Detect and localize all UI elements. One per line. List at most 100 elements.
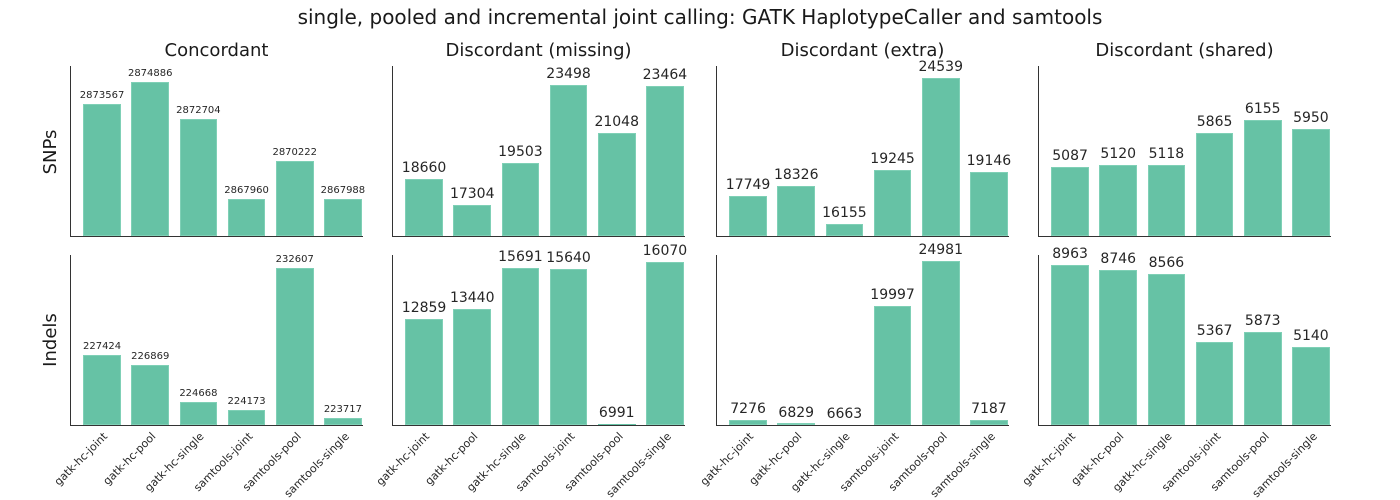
panel-snps-discordant-shared: 5087 5120 5118 5865 6155 5950 <box>1038 66 1331 237</box>
bar-gatk-hc-pool <box>453 308 492 425</box>
bar-value-label: 232607 <box>275 253 314 265</box>
bar-gatk-hc-single <box>179 401 218 425</box>
bar-value-label: 5118 <box>1148 146 1185 163</box>
bar-value-label: 18660 <box>401 159 447 176</box>
row-label-snps: SNPs <box>40 129 61 175</box>
x-axis <box>70 425 363 426</box>
bar-samtools-joint <box>1195 132 1234 236</box>
bar-gatk-hc-pool <box>777 186 816 236</box>
bar-value-label: 5087 <box>1052 147 1088 164</box>
bar-value-label: 13440 <box>449 289 495 306</box>
bar-samtools-single <box>646 86 684 236</box>
column-title-discordant-missing: Discordant (missing) <box>445 40 632 61</box>
bar-gatk-hc-joint <box>729 419 767 425</box>
bar-value-label: 18326 <box>773 167 819 184</box>
bar-gatk-hc-single <box>179 118 218 236</box>
bar-value-label: 23498 <box>546 66 591 83</box>
y-axis <box>70 66 71 237</box>
bar-value-label: 16155 <box>822 204 867 221</box>
y-axis <box>392 255 393 426</box>
y-axis <box>716 255 717 426</box>
bar-value-label: 19245 <box>870 151 915 168</box>
bar-value-label: 6155 <box>1244 101 1281 118</box>
bar-gatk-hc-single <box>1147 165 1186 236</box>
bar-value-label: 23464 <box>642 67 688 84</box>
bar-value-label: 15691 <box>498 249 543 266</box>
bar-value-label: 7276 <box>730 400 766 417</box>
bar-value-label: 5865 <box>1196 113 1233 130</box>
bar-gatk-hc-pool <box>777 423 816 425</box>
panel-indels-discordant-missing: 12859 gatk-hc-joint 13440 gatk-hc-pool 15691… <box>374 243 687 500</box>
y-axis <box>70 255 71 426</box>
bar-samtools-joint <box>227 410 266 425</box>
bar-samtools-pool <box>597 132 636 236</box>
bar-samtools-single <box>1292 129 1330 236</box>
y-axis <box>716 66 717 237</box>
column-title-discordant-extra: Discordant (extra) <box>780 40 945 61</box>
x-axis <box>1038 236 1331 237</box>
bar-gatk-hc-single <box>1147 273 1186 425</box>
bar-gatk-hc-joint <box>729 196 767 236</box>
bar-samtools-joint <box>1195 342 1234 425</box>
bar-value-label: 12859 <box>401 300 447 317</box>
bar-samtools-pool <box>1243 120 1282 236</box>
bar-value-label: 7187 <box>971 401 1007 418</box>
bar-value-label: 2867988 <box>320 184 366 196</box>
bar-value-label: 2873567 <box>79 90 125 102</box>
bar-value-label: 2870222 <box>272 146 317 158</box>
panel-indels-discordant-shared: 8963 gatk-hc-joint 8746 gatk-hc-pool 8566 gat… <box>1020 246 1331 500</box>
bar-samtools-pool <box>597 424 636 425</box>
bar-value-label: 17749 <box>725 177 771 194</box>
bar-value-label: 2867960 <box>224 185 269 196</box>
bar-samtools-pool <box>921 261 960 425</box>
bar-gatk-hc-pool <box>131 364 170 425</box>
bar-samtools-single <box>324 198 362 236</box>
bar-gatk-hc-joint <box>405 319 443 425</box>
bar-value-label: 8746 <box>1100 251 1137 268</box>
row-label-indels: Indels <box>40 313 61 367</box>
x-axis <box>392 425 685 426</box>
chart-title: single, pooled and incremental joint cal… <box>297 5 1103 29</box>
bar-samtools-pool <box>1243 331 1282 425</box>
bar-value-label: 5120 <box>1100 146 1137 163</box>
x-axis <box>392 236 685 237</box>
bar-value-label: 227424 <box>82 341 122 353</box>
bar-gatk-hc-pool <box>1099 270 1138 425</box>
bar-samtools-joint <box>227 199 266 236</box>
bar-value-label: 17304 <box>449 186 495 203</box>
panel-indels-concordant: 227424 gatk-hc-joint 226869 gatk-hc-pool 224… <box>52 253 363 500</box>
bar-value-label: 24981 <box>918 242 963 259</box>
panel-snps-concordant: 2873567 2874886 2872704 2867960 2870222 28679… <box>70 66 365 237</box>
panel-snps-discordant-missing: 18660 17304 19503 23498 21048 23464 <box>392 66 687 237</box>
y-axis <box>392 66 393 237</box>
bar-gatk-hc-joint <box>83 104 121 236</box>
y-axis <box>1038 255 1039 426</box>
bar-value-label: 8566 <box>1148 254 1185 271</box>
bar-gatk-hc-single <box>501 268 540 425</box>
bar-samtools-joint <box>873 170 912 236</box>
bar-value-label: 2872704 <box>176 104 221 116</box>
bar-value-label: 2874886 <box>127 67 173 79</box>
bar-value-label: 15640 <box>546 250 591 267</box>
bar-value-label: 5367 <box>1196 323 1233 340</box>
bar-samtools-single <box>646 261 684 425</box>
column-title-concordant: Concordant <box>164 40 269 61</box>
bar-value-label: 5950 <box>1293 110 1329 127</box>
x-axis <box>1038 425 1331 426</box>
bar-gatk-hc-single <box>825 223 864 236</box>
bar-samtools-single <box>1292 347 1330 425</box>
x-axis <box>716 236 1009 237</box>
bar-value-label: 223717 <box>323 403 362 415</box>
bar-gatk-hc-single <box>501 162 540 236</box>
bar-samtools-pool <box>921 78 960 236</box>
bar-value-label: 19997 <box>870 286 915 303</box>
bar-value-label: 24539 <box>918 59 963 76</box>
bar-value-label: 224173 <box>227 396 266 408</box>
bar-value-label: 224668 <box>179 387 218 399</box>
bar-value-label: 19146 <box>966 152 1012 169</box>
bar-value-label: 6991 <box>598 405 635 422</box>
bar-samtools-pool <box>275 267 314 425</box>
bar-samtools-joint <box>549 85 588 236</box>
bar-gatk-hc-pool <box>453 205 492 236</box>
bar-value-label: 6663 <box>826 406 863 422</box>
